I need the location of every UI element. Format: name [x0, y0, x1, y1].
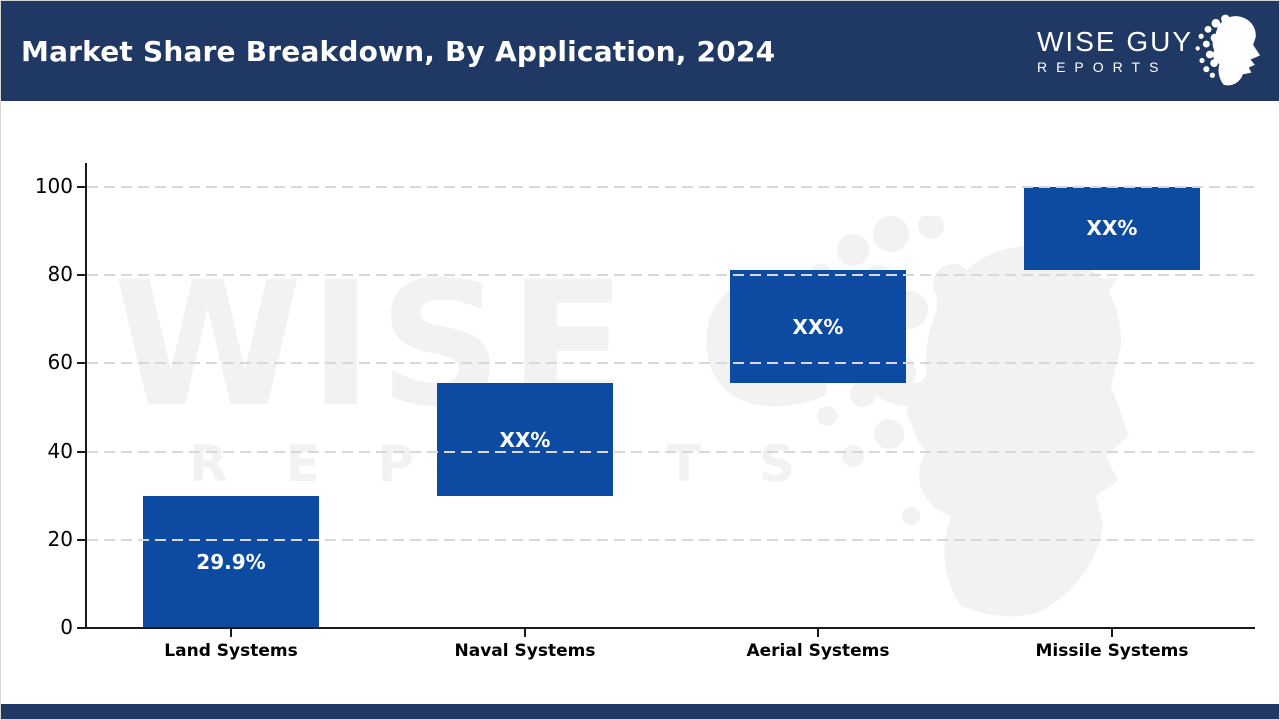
header-band: Market Share Breakdown, By Application, … [1, 1, 1279, 101]
y-axis-line [85, 163, 87, 629]
gridline-y40 [87, 450, 1255, 453]
bar-aerial-systems: XX% [730, 269, 906, 384]
x-axis-tick [524, 629, 526, 637]
bar-value-label: XX% [1086, 216, 1138, 241]
bar-value-label: XX% [792, 314, 844, 339]
x-axis-tick [817, 629, 819, 637]
y-axis-tick-label: 20 [47, 526, 73, 551]
y-axis-tick [77, 538, 86, 541]
y-axis-tick-label: 0 [60, 615, 73, 639]
y-axis-tick-label: 60 [47, 350, 73, 375]
y-axis-tick-label: 80 [47, 262, 73, 287]
bar-missile-systems: XX% [1024, 187, 1200, 270]
y-axis-tick-label: 100 [34, 174, 73, 198]
gridline-y20 [87, 538, 1255, 541]
gridline-y60 [87, 362, 1255, 365]
bar-land-systems: 29.9% [143, 496, 319, 628]
bar-naval-systems: XX% [437, 383, 613, 497]
y-axis-tick [77, 627, 86, 629]
logo-brand-name: WISE GUY [1036, 26, 1193, 57]
footer-band [1, 704, 1279, 719]
y-axis-tick [77, 362, 86, 365]
x-axis-tick [230, 629, 232, 637]
y-axis-tick-label: 40 [47, 438, 73, 463]
bar-value-label: XX% [499, 427, 551, 452]
y-axis-tick [77, 450, 86, 453]
wise-guy-reports-logo: WISE GUY REPORTS [1037, 9, 1267, 93]
gridline-y80 [87, 274, 1255, 277]
x-axis-tick [1111, 629, 1113, 637]
page-title: Market Share Breakdown, By Application, … [21, 34, 776, 68]
y-axis-tick [77, 274, 86, 277]
x-axis-category-label: Land Systems [164, 641, 298, 661]
dotted-head-profile-icon [1195, 14, 1261, 86]
logo-text: WISE GUY REPORTS [1036, 26, 1193, 75]
x-axis-category-label: Aerial Systems [746, 641, 890, 661]
x-axis-line [85, 627, 1255, 629]
bar-value-label: 29.9% [196, 550, 266, 575]
x-axis-category-label: Missile Systems [1035, 641, 1189, 661]
x-axis-category-label: Naval Systems [454, 641, 596, 661]
gridline-y100 [87, 186, 1255, 188]
logo-brand-sub: REPORTS [1036, 59, 1168, 75]
y-axis-tick [77, 186, 86, 188]
